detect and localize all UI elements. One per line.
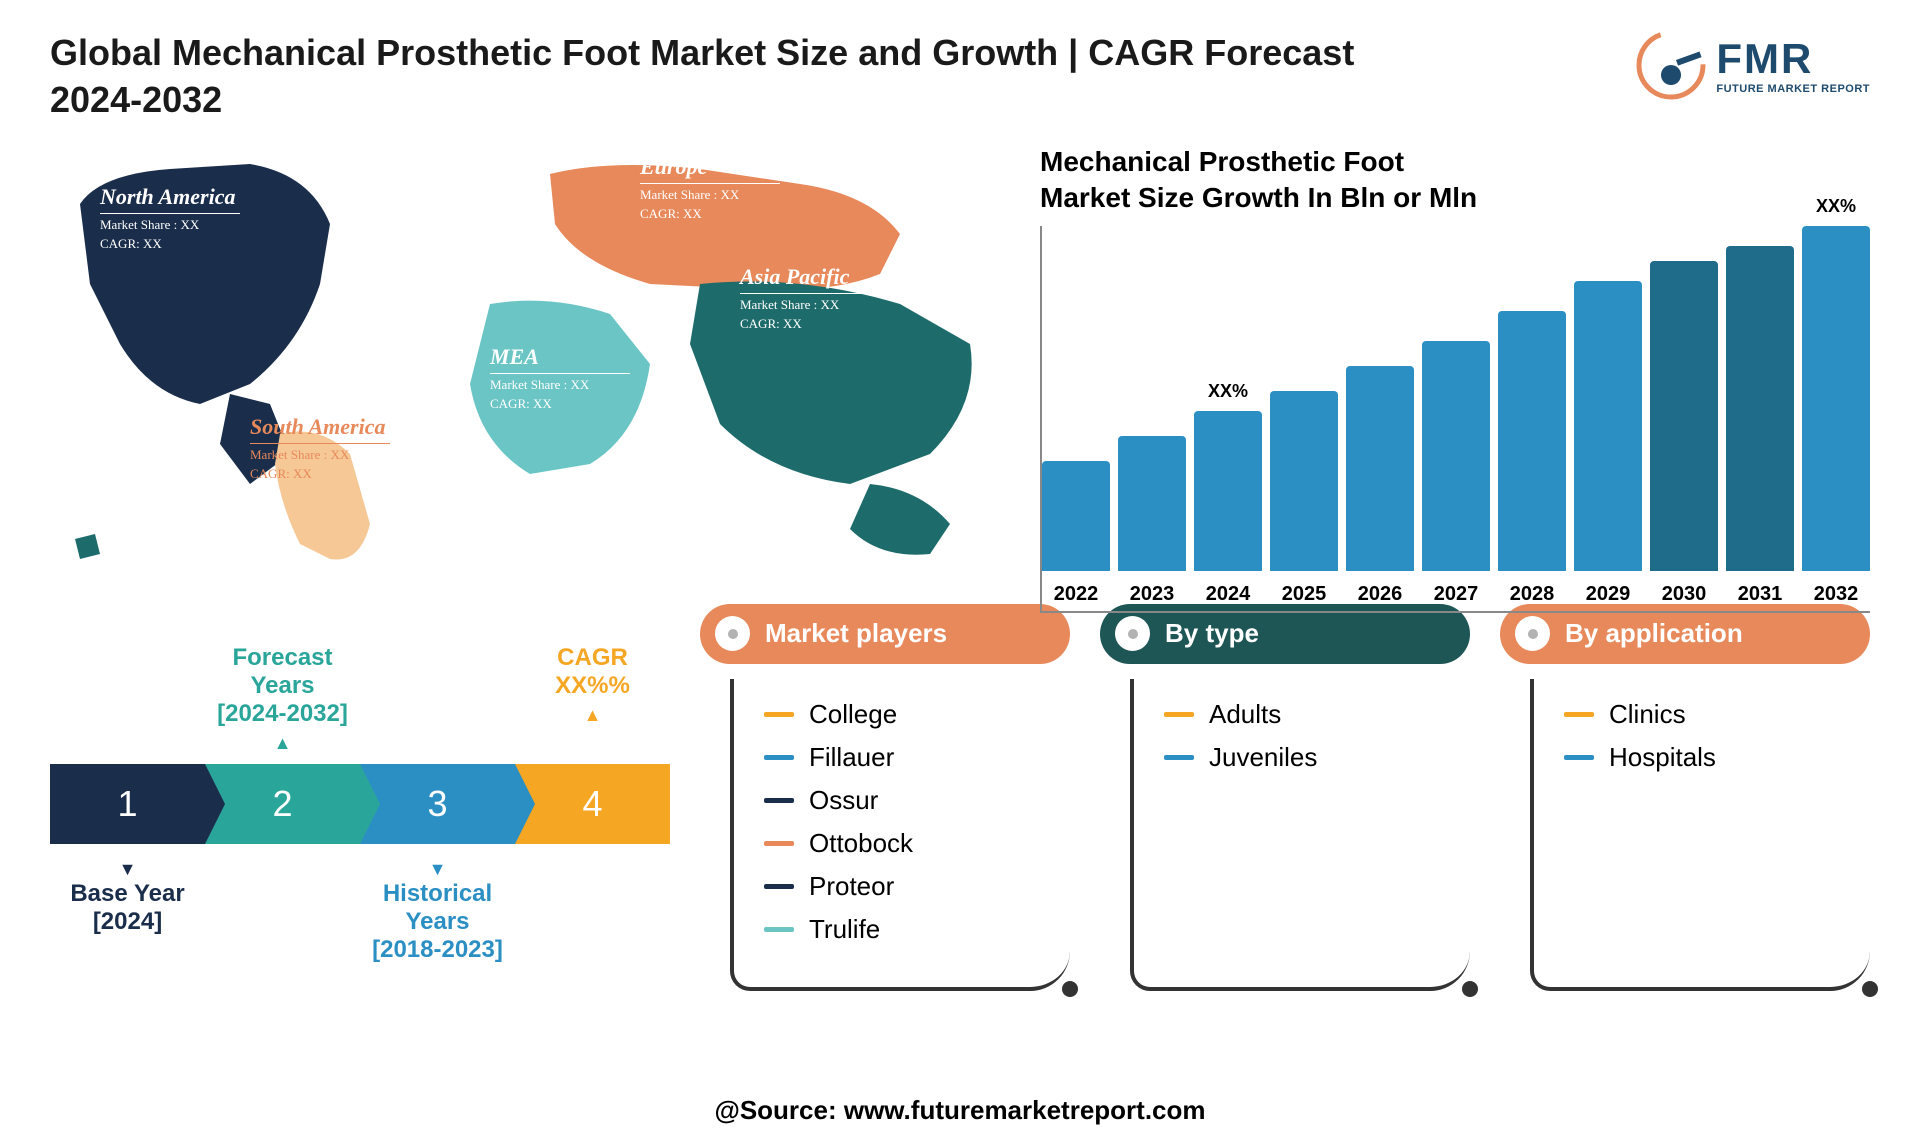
region-label-ap: Asia PacificMarket Share : XXCAGR: XX [740, 264, 880, 332]
category-by-application: By applicationClinicsHospitals [1500, 604, 1870, 991]
cat-item: Hospitals [1564, 742, 1850, 773]
bar-2031: 2031 [1726, 246, 1794, 571]
bar-2029: 2029 [1574, 281, 1642, 571]
tl-label: CAGRXX%%▲ [515, 644, 670, 726]
region-label-na: North AmericaMarket Share : XXCAGR: XX [100, 184, 240, 252]
logo-icon [1636, 30, 1706, 100]
cat-item: Fillauer [764, 742, 1050, 773]
tl-label: Forecast Years[2024-2032]▲ [205, 644, 360, 754]
bar-2026: 2026 [1346, 366, 1414, 571]
cat-item: Ossur [764, 785, 1050, 816]
timeline-seg-4: 4 [515, 764, 670, 844]
logo-main-text: FMR [1716, 35, 1870, 83]
cat-item: Juveniles [1164, 742, 1450, 773]
bar-2027: 2027 [1422, 341, 1490, 571]
bar-chart: Mechanical Prosthetic Foot Market Size G… [1040, 144, 1870, 564]
bar-2028: 2028 [1498, 311, 1566, 571]
tl-label: ▼Historical Years[2018-2023] [360, 859, 515, 964]
cat-item: Trulife [764, 914, 1050, 945]
timeline-seg-2: 2 [205, 764, 360, 844]
logo-sub-text: FUTURE MARKET REPORT [1716, 83, 1870, 95]
category-by-type: By typeAdultsJuveniles [1100, 604, 1470, 991]
cat-item: Proteor [764, 871, 1050, 902]
logo: FMR FUTURE MARKET REPORT [1636, 30, 1870, 100]
region-label-mea: MEAMarket Share : XXCAGR: XX [490, 344, 630, 412]
cat-item: Ottobock [764, 828, 1050, 859]
cat-item: College [764, 699, 1050, 730]
region-label-sa: South AmericaMarket Share : XXCAGR: XX [250, 414, 390, 482]
timeline: Forecast Years[2024-2032]▲ CAGRXX%%▲ 1234… [50, 604, 670, 991]
region-label-eu: EuropeMarket Share : XXCAGR: XX [640, 154, 780, 222]
category-market-players: Market players College Fillauer Ossur Ottobo… [700, 604, 1070, 991]
cat-item: Clinics [1564, 699, 1850, 730]
world-map: North AmericaMarket Share : XXCAGR: XX So… [50, 144, 1000, 564]
bar-2024: XX%2024 [1194, 411, 1262, 571]
chart-title: Mechanical Prosthetic Foot Market Size G… [1040, 144, 1490, 217]
bar-2030: 2030 [1650, 261, 1718, 571]
source-text: @Source: www.futuremarketreport.com [714, 1095, 1205, 1126]
bar-2025: 2025 [1270, 391, 1338, 571]
bar-2032: XX%2032 [1802, 226, 1870, 571]
page-title: Global Mechanical Prosthetic Foot Market… [50, 30, 1450, 124]
cat-header: Market players [700, 604, 1070, 664]
timeline-seg-3: 3 [360, 764, 515, 844]
bar-2022: 2022 [1042, 461, 1110, 571]
timeline-seg-1: 1 [50, 764, 205, 844]
cat-item: Adults [1164, 699, 1450, 730]
tl-label: ▼Base Year[2024] [50, 859, 205, 936]
bar-2023: 2023 [1118, 436, 1186, 571]
